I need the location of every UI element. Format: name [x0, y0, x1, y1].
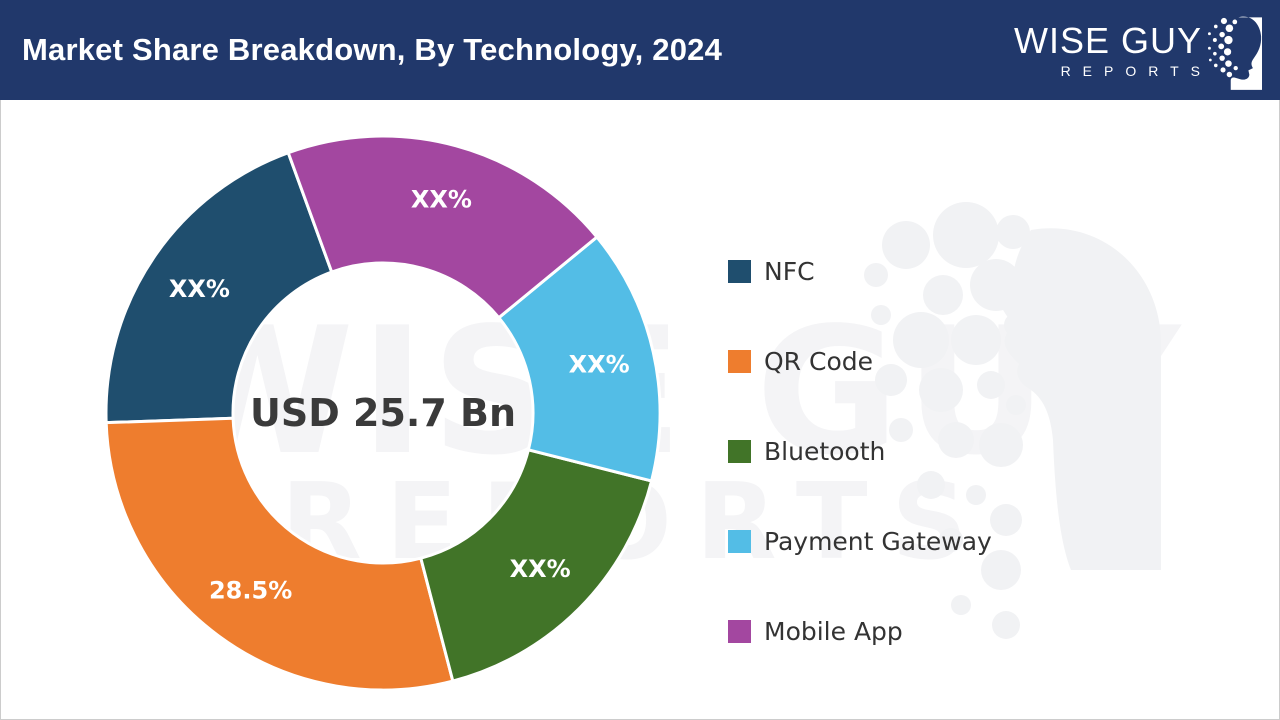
donut-segment-nfc — [104, 151, 334, 425]
legend-label-bluetooth: Bluetooth — [764, 436, 886, 466]
legend-item-payment-gateway: Payment Gateway — [728, 526, 992, 556]
slice-label-nfc: XX% — [169, 275, 230, 303]
donut-segment-mobile-app — [286, 134, 599, 320]
legend-swatch-payment-gateway — [728, 529, 751, 553]
legend-item-mobile-app: Mobile App — [728, 616, 992, 646]
donut-segment-qr-code — [104, 416, 455, 692]
header-bar: Market Share Breakdown, By Technology, 2… — [0, 0, 1280, 100]
slice-label-qr-code: 28.5% — [209, 577, 292, 605]
legend-swatch-mobile-app — [728, 619, 751, 643]
legend-label-qr-code: QR Code — [764, 346, 873, 376]
legend-item-nfc: NFC — [728, 256, 992, 286]
page-title: Market Share Breakdown, By Technology, 2… — [22, 32, 723, 67]
slice-label-bluetooth: XX% — [510, 555, 571, 583]
logo-subtext: REPORTS — [1060, 63, 1212, 79]
legend-item-qr-code: QR Code — [728, 346, 992, 376]
logo-wordmark: WISE GUY — [1013, 20, 1202, 61]
donut-center-value: USD 25.7 Bn — [250, 391, 516, 435]
legend-swatch-bluetooth — [728, 439, 751, 463]
legend-label-mobile-app: Mobile App — [764, 616, 903, 646]
chart-legend: NFC QR Code Bluetooth Payment Gateway Mobile… — [728, 256, 992, 706]
legend-swatch-nfc — [728, 259, 751, 283]
logo-text: WISE GUY REPORTS — [1013, 20, 1202, 80]
chart-canvas: WISE GUY REPORTS XX%28.5%XX%XX%XX% USD 2… — [104, 134, 1180, 692]
dotted-face-icon — [1207, 16, 1262, 90]
watermark-dotted-head — [864, 202, 1161, 639]
chart-area: WISE GUY REPORTS XX%28.5%XX%XX%XX% USD 2… — [0, 100, 1280, 720]
legend-swatch-qr-code — [728, 349, 751, 373]
donut-segment-bluetooth — [419, 448, 654, 683]
donut-segment-payment-gateway — [497, 235, 662, 483]
slice-label-mobile-app: XX% — [411, 185, 472, 213]
legend-label-payment-gateway: Payment Gateway — [764, 526, 992, 556]
donut-chart: XX% 28.5% XX% XX% XX% — [104, 134, 662, 692]
legend-label-nfc: NFC — [764, 256, 815, 286]
wise-guy-reports-logo: WISE GUY REPORTS — [1014, 7, 1262, 93]
slice-label-payment-gateway: XX% — [569, 351, 630, 379]
legend-item-bluetooth: Bluetooth — [728, 436, 992, 466]
